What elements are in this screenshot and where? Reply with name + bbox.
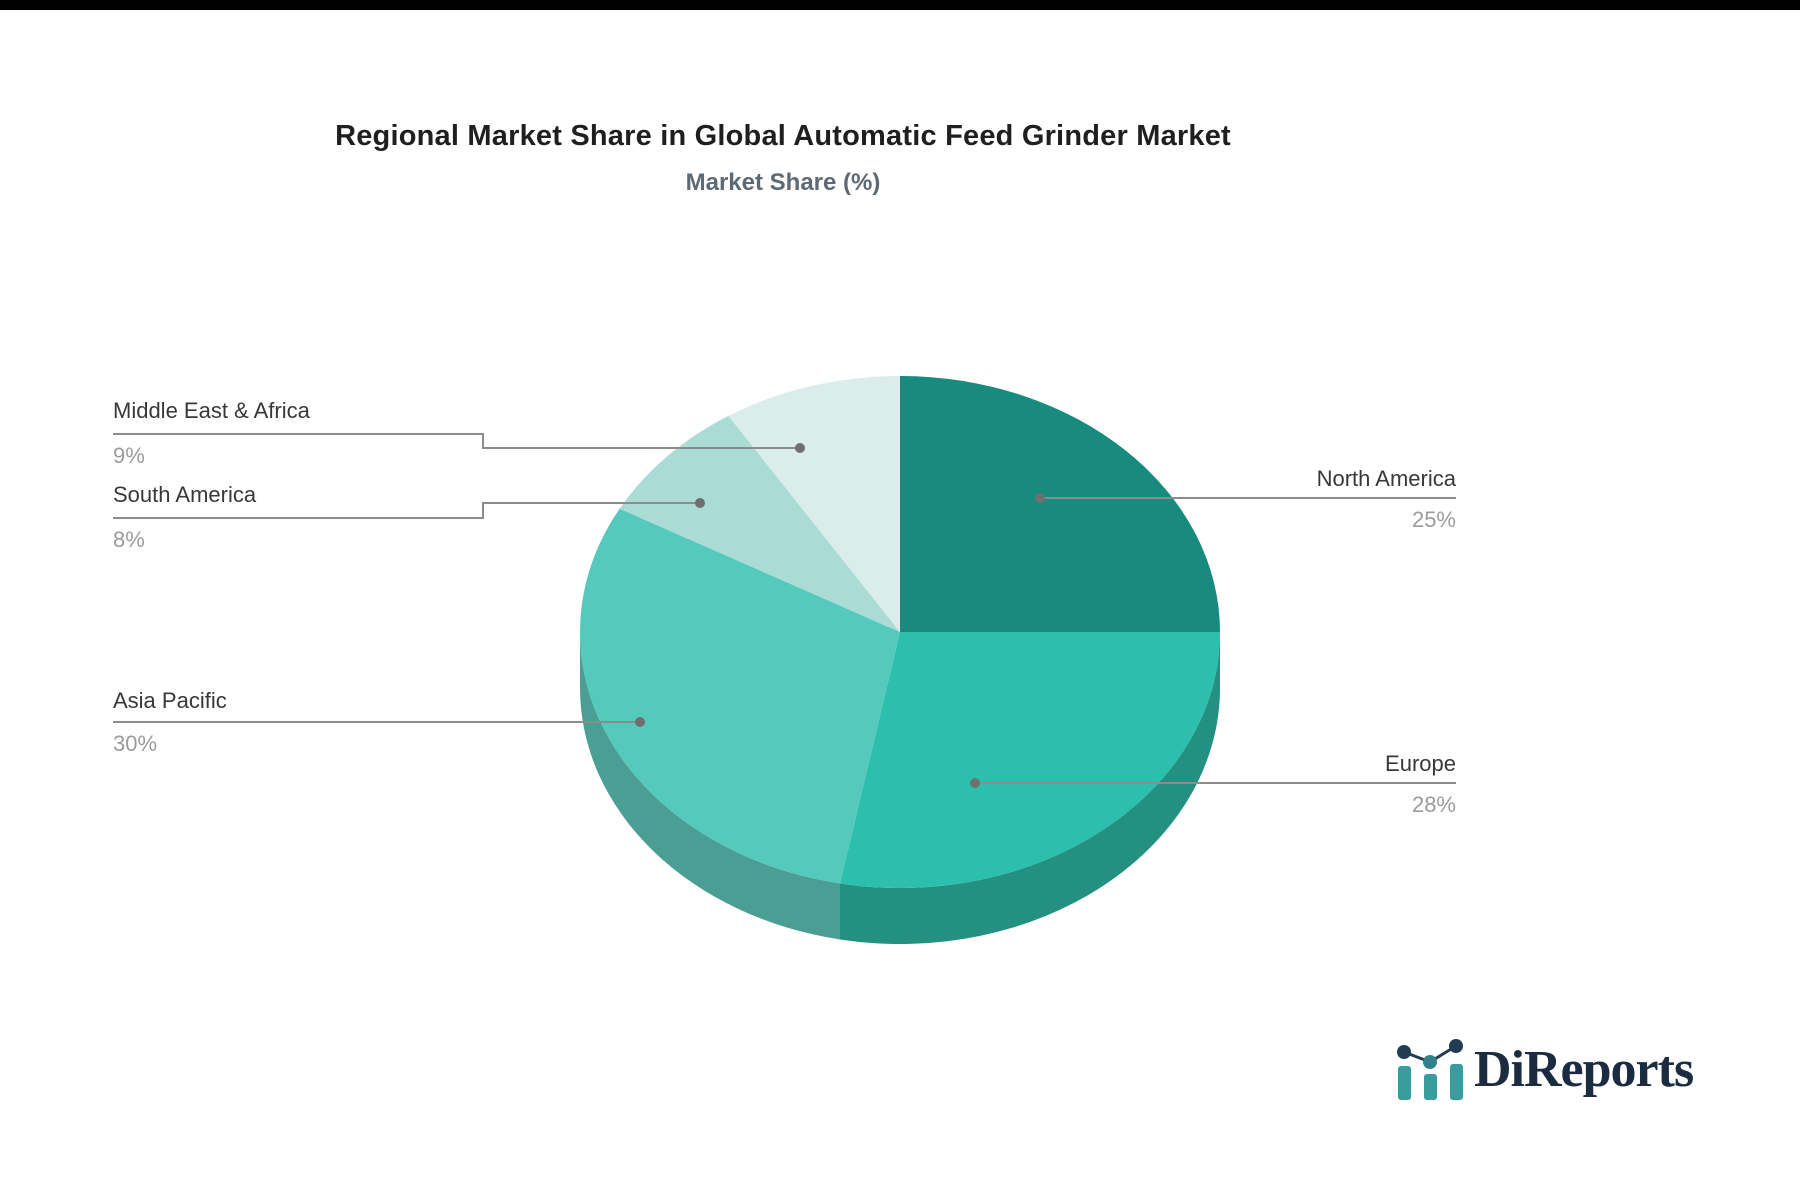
value-asia-pacific: 30% <box>113 731 158 756</box>
top-border <box>0 0 1800 10</box>
leader-dot-middle-east-africa <box>795 443 805 453</box>
leader-dot-north-america <box>1035 493 1045 503</box>
pie-side-asia-pacific <box>580 632 840 940</box>
label-south-america: South America <box>113 482 257 507</box>
leader-line-south-america <box>113 502 700 519</box>
brand-logo[interactable]: DiReports <box>1392 1030 1694 1110</box>
label-north-america: North America <box>1316 466 1456 491</box>
leader-dot-europe <box>970 778 980 788</box>
brand-logo-icon <box>1397 1039 1463 1100</box>
chart-subtitle: Market Share (%) <box>685 169 881 196</box>
leader-line-middle-east-africa <box>113 433 800 449</box>
label-asia-pacific: Asia Pacific <box>113 688 227 713</box>
pie-slice-north-america[interactable] <box>900 376 1220 632</box>
value-north-america: 25% <box>1411 507 1456 532</box>
pie-slice-asia-pacific[interactable] <box>580 508 900 884</box>
pie-slice-europe[interactable] <box>840 632 1220 889</box>
pie-side-europe <box>840 632 1220 945</box>
label-europe: Europe <box>1385 751 1456 776</box>
pie-slice-middle-east-africa[interactable] <box>728 376 901 632</box>
chart-title: Regional Market Share in Global Automati… <box>335 120 1231 152</box>
leader-dot-asia-pacific <box>635 717 645 727</box>
brand-logo-text: DiReports <box>1474 1041 1694 1098</box>
label-middle-east-africa: Middle East & Africa <box>113 398 310 423</box>
pie-slice-south-america[interactable] <box>619 415 900 632</box>
leader-dot-south-america <box>695 498 705 508</box>
value-middle-east-africa: 9% <box>113 443 145 468</box>
value-south-america: 8% <box>113 527 145 552</box>
value-europe: 28% <box>1411 792 1456 817</box>
